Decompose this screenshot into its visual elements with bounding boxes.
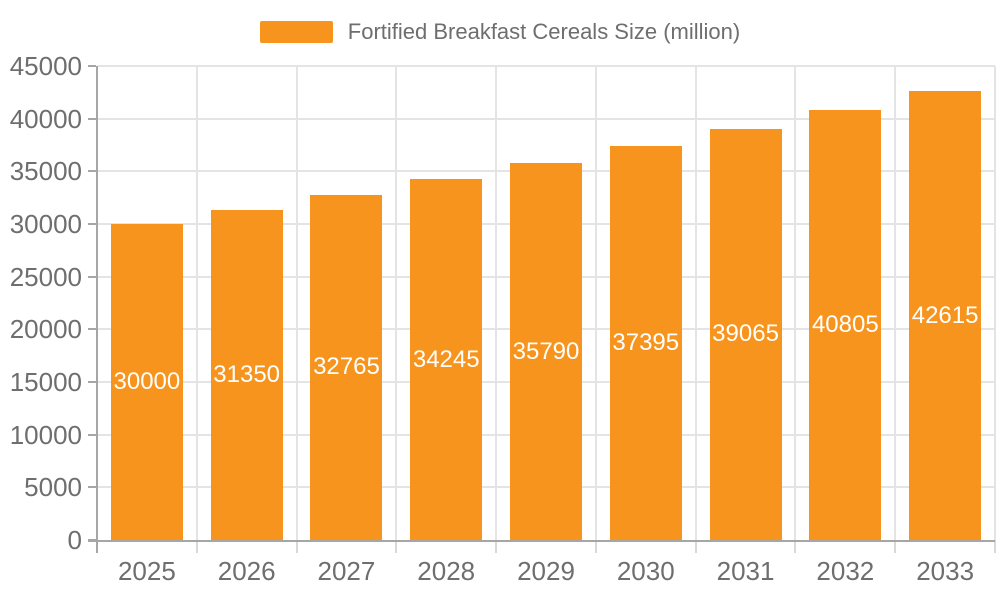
x-axis-label: 2028 bbox=[417, 556, 476, 586]
y-axis-line bbox=[96, 66, 98, 553]
y-axis-label: 35000 bbox=[9, 156, 82, 187]
bar bbox=[110, 224, 183, 540]
x-axis-label: 2032 bbox=[816, 556, 875, 586]
y-axis-label: 30000 bbox=[9, 209, 82, 239]
x-axis-tick bbox=[594, 540, 597, 553]
bar-value-label: 30000 bbox=[113, 368, 181, 395]
y-axis-label: 40000 bbox=[9, 103, 82, 134]
y-axis-label: 15000 bbox=[9, 367, 82, 397]
x-axis-tick bbox=[195, 540, 198, 553]
y-axis-label: 0 bbox=[67, 525, 82, 555]
x-axis-tick bbox=[495, 540, 498, 553]
x-axis-tick bbox=[295, 540, 298, 553]
bar-value-label: 35790 bbox=[512, 337, 580, 365]
legend-label: Fortified Breakfast Cereals Size (millio… bbox=[347, 19, 741, 44]
y-axis-tick bbox=[88, 170, 96, 173]
x-axis-label: 2029 bbox=[517, 556, 575, 586]
y-axis-label: 25000 bbox=[9, 261, 82, 292]
y-axis-label: 10000 bbox=[9, 419, 82, 450]
gridline-vertical bbox=[994, 66, 996, 540]
x-axis-tick bbox=[894, 540, 897, 553]
gridline-vertical bbox=[195, 66, 198, 540]
gridline-vertical bbox=[495, 66, 498, 540]
x-axis-label: 2033 bbox=[916, 556, 975, 586]
bar-value-label: 34245 bbox=[412, 345, 480, 373]
legend[interactable]: Fortified Breakfast Cereals Size (millio… bbox=[0, 20, 1000, 44]
y-axis-label: 20000 bbox=[9, 314, 82, 345]
gridline-vertical bbox=[894, 66, 897, 540]
y-axis-tick bbox=[88, 328, 96, 331]
bar-value-label: 37395 bbox=[612, 329, 680, 357]
bar bbox=[909, 91, 982, 540]
x-axis-tick bbox=[395, 540, 398, 553]
bar-value-label: 40805 bbox=[811, 311, 879, 339]
bar-value-label: 31350 bbox=[213, 360, 281, 388]
y-axis-tick bbox=[88, 117, 96, 120]
y-axis-tick bbox=[88, 433, 96, 436]
y-axis-label: 45000 bbox=[9, 51, 82, 81]
bar bbox=[210, 209, 283, 540]
bar-value-label: 32765 bbox=[313, 353, 380, 381]
bar bbox=[310, 194, 383, 540]
bar bbox=[609, 146, 682, 540]
x-axis-line bbox=[88, 540, 995, 542]
x-axis-label: 2031 bbox=[716, 556, 775, 586]
x-axis-label: 2026 bbox=[217, 556, 276, 586]
bar bbox=[510, 163, 582, 540]
legend-swatch bbox=[259, 21, 333, 43]
y-axis-tick bbox=[88, 275, 96, 278]
gridline-horizontal bbox=[97, 65, 995, 67]
gridline-vertical bbox=[395, 66, 398, 540]
gridline-vertical bbox=[594, 66, 597, 540]
gridline-vertical bbox=[794, 66, 797, 540]
bar-value-label: 42615 bbox=[911, 301, 979, 329]
gridline-horizontal bbox=[97, 117, 995, 120]
y-axis-label: 5000 bbox=[24, 472, 82, 503]
x-axis-label: 2027 bbox=[317, 556, 376, 586]
bar bbox=[410, 179, 483, 540]
y-axis-tick bbox=[88, 223, 96, 225]
x-axis-tick bbox=[694, 540, 697, 553]
x-axis-tick bbox=[794, 540, 797, 553]
bar bbox=[709, 128, 782, 540]
bar-value-label: 39065 bbox=[712, 320, 779, 348]
gridline-vertical bbox=[295, 66, 298, 540]
x-axis-tick bbox=[994, 540, 996, 553]
y-axis-tick bbox=[88, 381, 96, 383]
x-axis-label: 2030 bbox=[616, 556, 675, 586]
gridline-vertical bbox=[694, 66, 697, 540]
y-axis-tick bbox=[88, 65, 96, 67]
bar bbox=[809, 110, 882, 540]
x-axis-label: 2025 bbox=[117, 556, 176, 586]
y-axis-tick bbox=[88, 486, 96, 489]
